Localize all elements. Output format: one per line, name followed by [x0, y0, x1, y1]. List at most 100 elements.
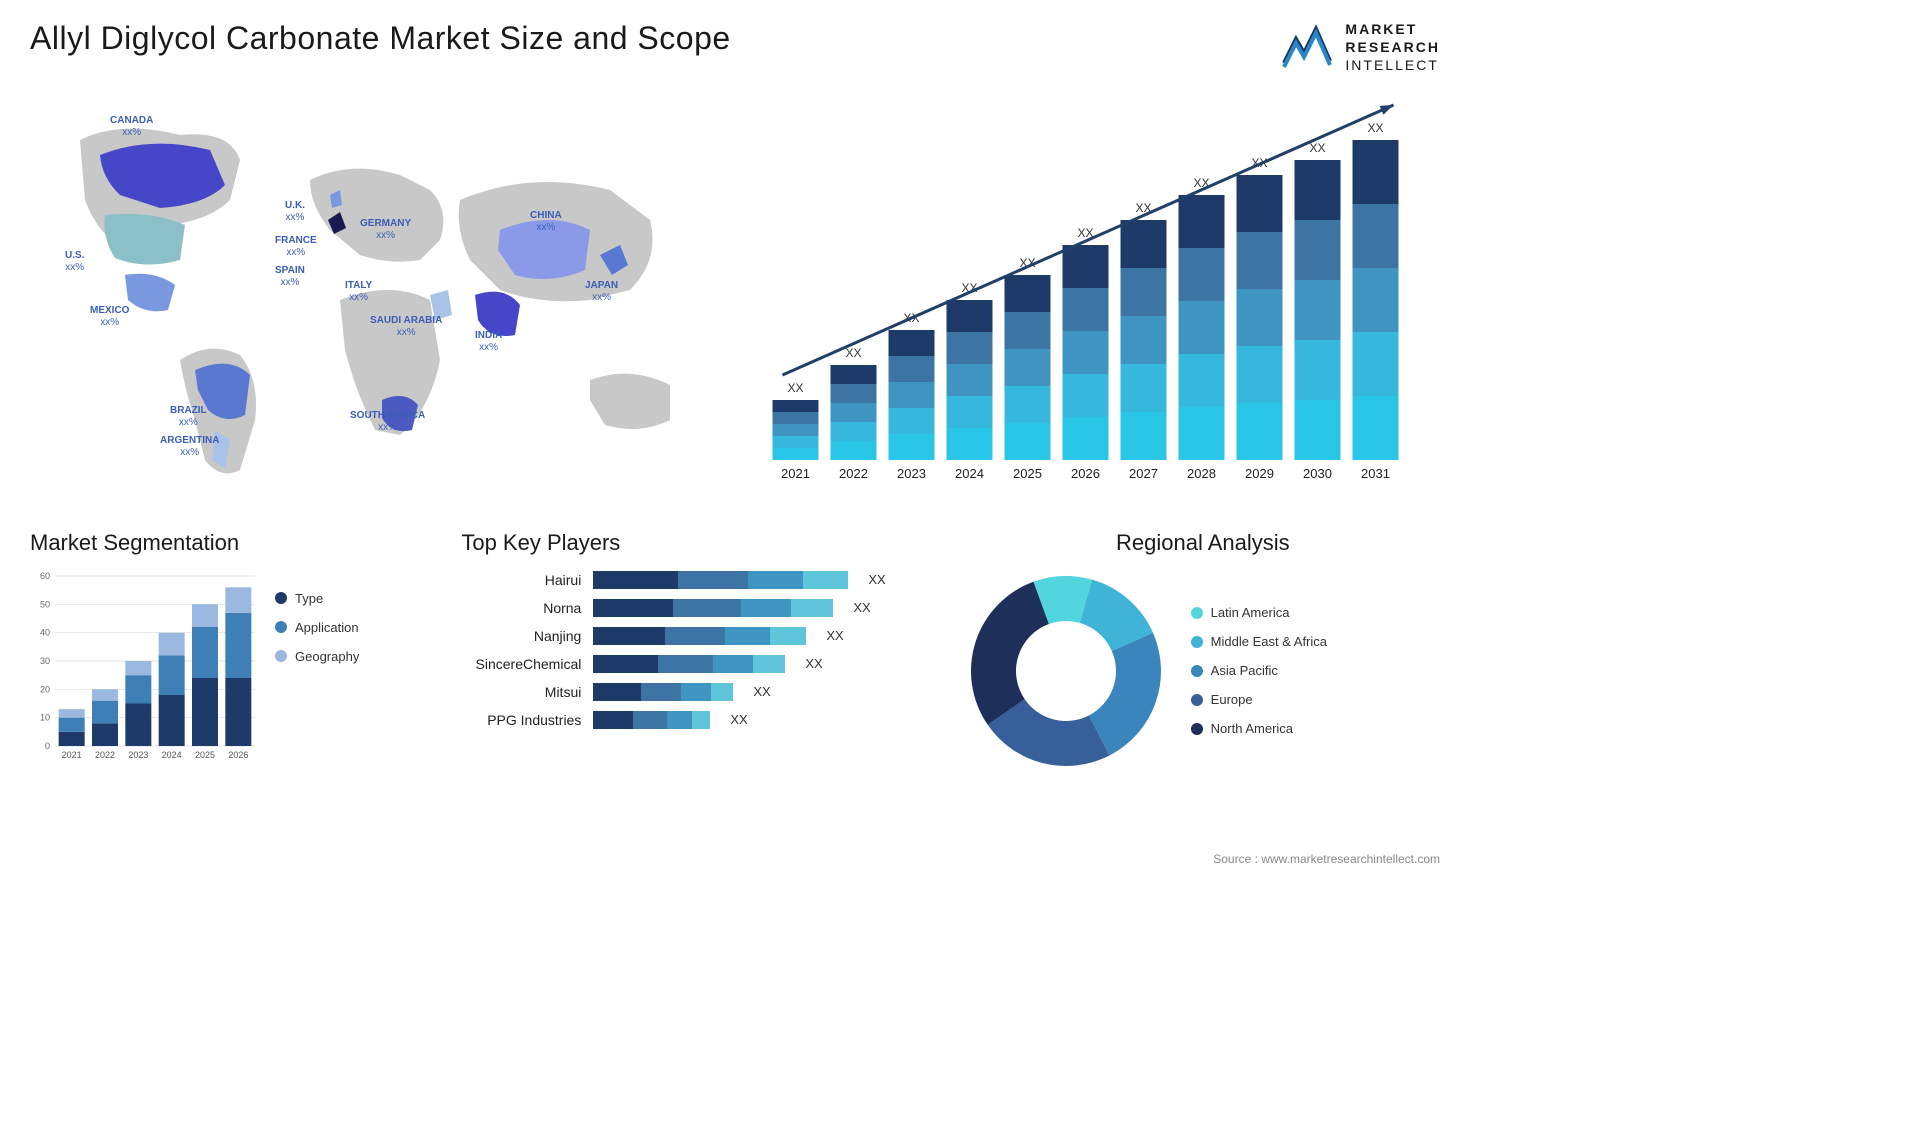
- player-row: Hairui XX: [461, 571, 935, 589]
- player-name: SincereChemical: [461, 656, 581, 672]
- legend-item-application: Application: [275, 620, 359, 635]
- legend-swatch: [275, 650, 287, 662]
- player-bar-segment: [593, 571, 678, 589]
- player-bar-segment: [641, 683, 681, 701]
- segmentation-legend: Type Application Geography: [275, 571, 359, 771]
- page-title: Allyl Diglycol Carbonate Market Size and…: [30, 20, 731, 57]
- player-bar: [593, 683, 733, 701]
- player-bar-segment: [633, 711, 667, 729]
- svg-text:2027: 2027: [1129, 466, 1158, 481]
- player-name: Nanjing: [461, 628, 581, 644]
- map-label-southafrica: SOUTH AFRICAxx%: [350, 410, 425, 434]
- player-bar-segment: [725, 627, 770, 645]
- svg-text:20: 20: [40, 684, 50, 694]
- legend-item-type: Type: [275, 591, 359, 606]
- map-label-us: U.S.xx%: [65, 250, 84, 274]
- player-bar-segment: [665, 627, 725, 645]
- svg-text:XX: XX: [787, 381, 803, 395]
- map-label-italy: ITALYxx%: [345, 280, 372, 304]
- player-row: NanjingXX: [461, 627, 935, 645]
- player-bar-segment: [748, 571, 803, 589]
- regional-title: Regional Analysis: [966, 530, 1440, 556]
- player-name: Norna: [461, 600, 581, 616]
- player-bar: [593, 655, 785, 673]
- logo-text: MARKET RESEARCH INTELLECT: [1345, 20, 1440, 75]
- legend-label: Middle East & Africa: [1211, 634, 1327, 649]
- donut-chart: [966, 571, 1166, 771]
- player-bar: [593, 599, 833, 617]
- source-attribution: Source : www.marketresearchintellect.com: [1213, 852, 1440, 866]
- player-bar: [593, 711, 710, 729]
- player-bar-segment: [803, 571, 848, 589]
- svg-text:2031: 2031: [1361, 466, 1390, 481]
- player-name: Hairui: [461, 572, 581, 588]
- player-bar-segment: [678, 571, 748, 589]
- regional-legend: Latin America Middle East & Africa Asia Pa…: [1191, 605, 1327, 736]
- map-label-uk: U.K.xx%: [285, 200, 305, 224]
- svg-text:2022: 2022: [839, 466, 868, 481]
- player-bar-segment: [753, 655, 785, 673]
- legend-label: North America: [1211, 721, 1293, 736]
- player-name: Mitsui: [461, 684, 581, 700]
- svg-text:2026: 2026: [1071, 466, 1100, 481]
- map-label-india: INDIAxx%: [475, 330, 502, 354]
- player-value: XX: [753, 684, 770, 699]
- legend-label: Geography: [295, 649, 359, 664]
- region-legend-item: Latin America: [1191, 605, 1327, 620]
- region-legend-item: Middle East & Africa: [1191, 634, 1327, 649]
- logo-icon: [1282, 23, 1337, 71]
- legend-label: Europe: [1211, 692, 1253, 707]
- player-bar-segment: [741, 599, 791, 617]
- svg-text:2030: 2030: [1303, 466, 1332, 481]
- map-label-canada: CANADAxx%: [110, 115, 153, 139]
- svg-text:2022: 2022: [95, 750, 115, 760]
- key-players-title: Top Key Players: [461, 530, 935, 556]
- svg-text:2025: 2025: [195, 750, 215, 760]
- svg-text:0: 0: [45, 741, 50, 751]
- legend-swatch: [1191, 694, 1203, 706]
- segmentation-section: Market Segmentation 0102030405060 202120…: [30, 530, 431, 771]
- player-value: XX: [868, 572, 885, 587]
- map-label-china: CHINAxx%: [530, 210, 562, 234]
- svg-text:2023: 2023: [128, 750, 148, 760]
- stacked-bar-chart: XX2021XX2022XX2023XX2024XX2025XX2026XX20…: [755, 100, 1440, 500]
- player-row: PPG Industries XX: [461, 711, 935, 729]
- map-label-argentina: ARGENTINAxx%: [160, 435, 219, 459]
- svg-text:2026: 2026: [228, 750, 248, 760]
- svg-text:30: 30: [40, 656, 50, 666]
- svg-text:40: 40: [40, 627, 50, 637]
- player-value: XX: [730, 712, 747, 727]
- svg-text:2024: 2024: [162, 750, 182, 760]
- region-legend-item: North America: [1191, 721, 1327, 736]
- svg-text:50: 50: [40, 599, 50, 609]
- player-bar-segment: [593, 711, 633, 729]
- legend-swatch: [1191, 723, 1203, 735]
- player-bar-segment: [593, 655, 658, 673]
- player-bar-segment: [667, 711, 692, 729]
- legend-swatch: [1191, 665, 1203, 677]
- svg-text:2021: 2021: [62, 750, 82, 760]
- player-row: Norna XX: [461, 599, 935, 617]
- map-label-france: FRANCExx%: [275, 235, 317, 259]
- player-bar: [593, 571, 848, 589]
- players-list: HairuiXXNornaXXNanjingXXSincereChemicalX…: [461, 571, 935, 729]
- player-name: PPG Industries: [461, 712, 581, 728]
- player-bar-segment: [791, 599, 833, 617]
- player-bar: [593, 627, 806, 645]
- player-bar-segment: [673, 599, 741, 617]
- player-bar-segment: [681, 683, 711, 701]
- map-label-mexico: MEXICOxx%: [90, 305, 129, 329]
- svg-text:2024: 2024: [955, 466, 984, 481]
- map-label-saudiarabia: SAUDI ARABIAxx%: [370, 315, 442, 339]
- legend-label: Asia Pacific: [1211, 663, 1278, 678]
- legend-label: Type: [295, 591, 323, 606]
- region-legend-item: Europe: [1191, 692, 1327, 707]
- svg-text:2029: 2029: [1245, 466, 1274, 481]
- map-label-brazil: BRAZILxx%: [170, 405, 207, 429]
- player-value: XX: [853, 600, 870, 615]
- regional-section: Regional Analysis Latin America Middle Ea…: [966, 530, 1440, 771]
- map-label-germany: GERMANYxx%: [360, 218, 411, 242]
- svg-text:60: 60: [40, 571, 50, 581]
- player-bar-segment: [692, 711, 710, 729]
- legend-label: Application: [295, 620, 359, 635]
